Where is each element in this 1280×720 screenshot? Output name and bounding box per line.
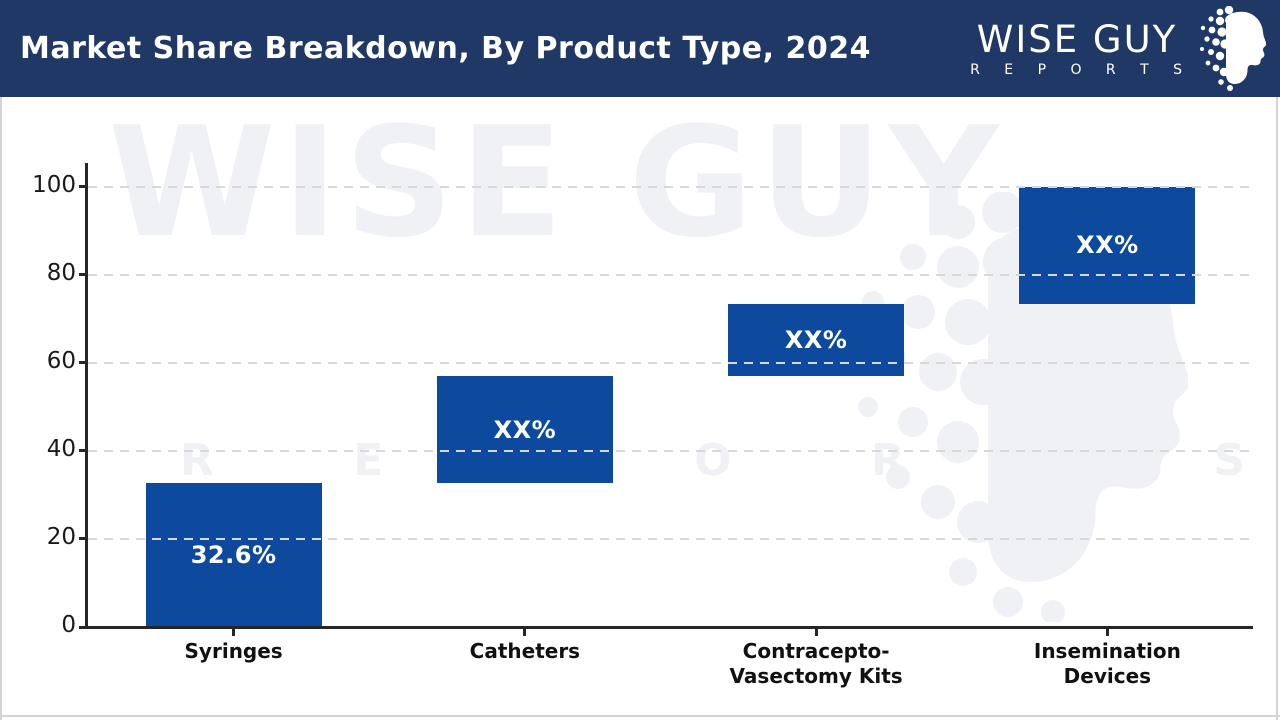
bar-insemination-devices: XX% <box>1019 186 1196 304</box>
category-label-line: Insemination <box>1033 639 1181 663</box>
frame-left-border <box>0 97 2 720</box>
category-label-contracepto-vasectomy-kits: Contracepto- Vasectomy Kits <box>666 639 966 689</box>
bar-contracepto-vasectomy-kits: XX% <box>728 303 905 376</box>
y-tick-label-40: 40 <box>46 435 76 462</box>
category-label-insemination-devices: Insemination Devices <box>957 639 1257 689</box>
x-tickmark-catheters <box>523 627 527 636</box>
watermark-wordmark: WISE GUY <box>108 94 1005 271</box>
y-tickmark-80 <box>79 273 88 277</box>
y-tickmark-0 <box>79 625 88 629</box>
x-tickmark-contracepto-vasectomy-kits <box>814 627 818 636</box>
bar-label-contracepto-vasectomy-kits: XX% <box>784 325 848 354</box>
logo-reports-text: R E P O R T S <box>970 62 1192 78</box>
gridline-60 <box>88 361 1253 364</box>
frame-bottom-border <box>0 715 1280 717</box>
y-tick-label-60: 60 <box>46 347 76 374</box>
y-tick-label-0: 0 <box>61 612 76 638</box>
category-label-line: Devices <box>1063 664 1152 688</box>
category-label-line: Vasectomy Kits <box>729 664 903 688</box>
y-tick-label-20: 20 <box>46 523 76 550</box>
bar-label-catheters: XX% <box>493 415 557 444</box>
logo-wordmark-text: WISE GUY <box>976 18 1178 61</box>
bar-syringes: 32.6% <box>145 483 322 627</box>
gridline-100 <box>88 185 1253 188</box>
watermark-head-icon <box>858 192 1188 622</box>
y-tickmark-40 <box>79 449 88 453</box>
logo-head-icon <box>1200 6 1266 91</box>
gridline-80 <box>88 273 1253 276</box>
bar-label-insemination-devices: XX% <box>1076 231 1139 260</box>
category-label-catheters: Catheters <box>375 639 675 664</box>
category-label-syringes: Syringes <box>84 639 384 664</box>
y-tick-label-80: 80 <box>46 259 76 286</box>
x-tickmark-insemination-devices <box>1105 627 1109 636</box>
category-label-line: Catheters <box>469 639 581 663</box>
bar-label-syringes: 32.6% <box>190 541 277 570</box>
y-axis-spine <box>85 163 88 629</box>
y-tick-label-100: 100 <box>32 171 76 198</box>
gridline-40 <box>88 449 1253 452</box>
header-band: Market Share Breakdown, By Product Type,… <box>0 0 1280 97</box>
frame-right-border <box>1276 97 1278 720</box>
y-tickmark-20 <box>79 537 88 541</box>
y-tickmark-100 <box>79 185 88 188</box>
bar-catheters: XX% <box>436 375 613 484</box>
page-title: Market Share Breakdown, By Product Type,… <box>20 31 871 66</box>
wiseguy-logo: WISE GUY R E P O R T S <box>962 6 1266 92</box>
gridline-20 <box>88 537 1253 540</box>
x-tickmark-syringes <box>232 627 236 636</box>
logo-wordmark: WISE GUY R E P O R T S <box>962 18 1192 79</box>
category-label-line: Contracepto- <box>742 639 890 663</box>
x-axis-spine <box>85 626 1253 629</box>
y-tickmark-60 <box>79 361 88 365</box>
category-label-line: Syringes <box>184 639 283 663</box>
